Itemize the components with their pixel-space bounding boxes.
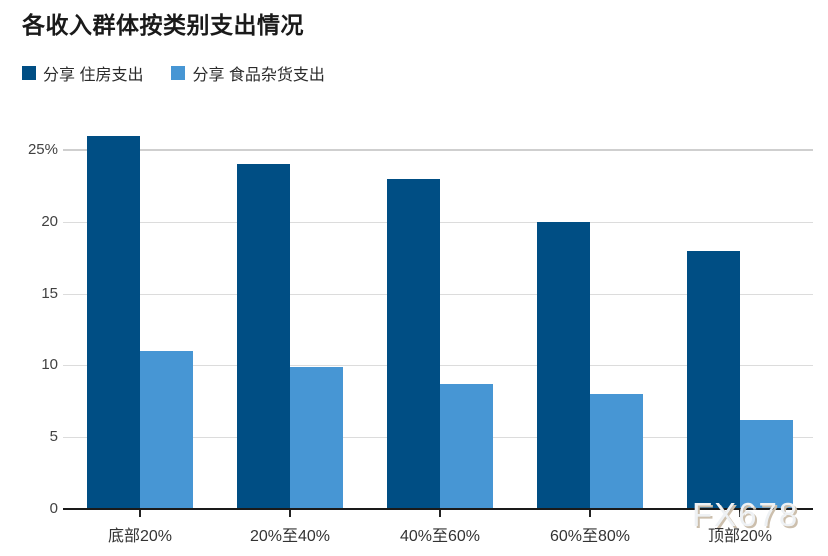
x-axis-tick <box>439 509 441 517</box>
y-axis-tick-label: 0 <box>49 500 58 517</box>
x-axis-tick <box>139 509 141 517</box>
bar-housing-2 <box>237 164 290 509</box>
bar-groceries-4 <box>590 394 643 509</box>
bar-groceries-1 <box>140 351 193 509</box>
bar-housing-4 <box>537 221 590 509</box>
gridline-25 <box>63 149 813 151</box>
legend-label-groceries: 分享 食品杂货支出 <box>192 67 325 84</box>
x-axis-line <box>63 508 813 510</box>
x-axis-category-label: 60%至80% <box>549 528 631 545</box>
bar-groceries-2 <box>290 366 343 509</box>
bar-housing-5 <box>687 250 740 509</box>
bar-groceries-3 <box>440 384 493 509</box>
x-axis-tick <box>289 509 291 517</box>
legend-label-housing: 分享 住房支出 <box>43 67 144 84</box>
legend-item-housing: 分享 住房支出 <box>22 61 143 85</box>
legend-swatch-housing <box>22 66 36 80</box>
y-axis-tick-label: 20 <box>41 212 58 230</box>
bar-housing-3 <box>387 178 440 509</box>
bar-groceries-5 <box>740 419 793 509</box>
y-axis-tick-label: 25% <box>27 141 58 158</box>
x-axis-category-label: 40%至60% <box>399 528 481 545</box>
x-axis-tick <box>589 509 591 517</box>
x-axis-category-label: 顶部20% <box>707 528 773 545</box>
x-axis-tick <box>739 509 741 517</box>
legend-swatch-groceries <box>171 66 186 80</box>
x-axis-category-label: 底部20% <box>107 528 173 545</box>
chart-title: 各收入群体按类别支出情况 <box>22 12 304 38</box>
y-axis-tick-label: 10 <box>41 356 58 374</box>
x-axis-category-label: 20%至40% <box>249 528 331 545</box>
y-axis-tick-label: 15 <box>41 284 58 302</box>
legend-item-groceries: 分享 食品杂货支出 <box>171 61 325 85</box>
bar-housing-1 <box>87 135 140 509</box>
legend: 分享 住房支出 分享 食品杂货支出 <box>22 61 325 85</box>
y-axis-tick-label: 5 <box>49 428 58 446</box>
